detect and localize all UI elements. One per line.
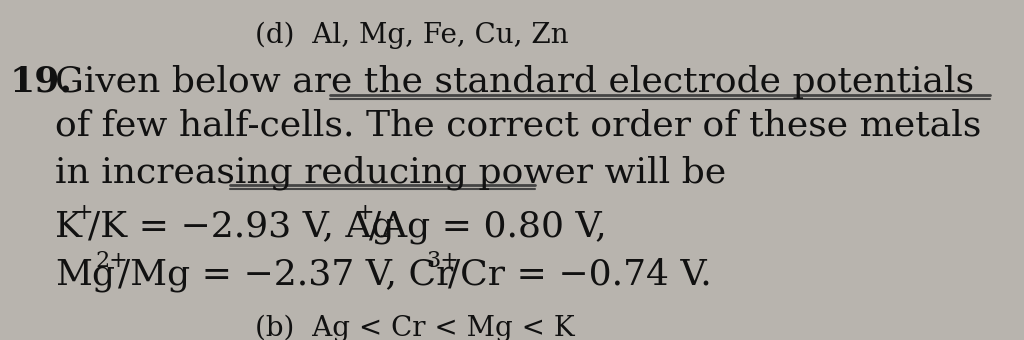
- Text: Given below are the standard electrode potentials: Given below are the standard electrode p…: [55, 65, 974, 99]
- Text: 2+: 2+: [95, 250, 128, 272]
- Text: Mg: Mg: [55, 258, 115, 292]
- Text: of few half-cells. The correct order of these metals: of few half-cells. The correct order of …: [55, 108, 981, 142]
- Text: /Mg = −2.37 V, Cr: /Mg = −2.37 V, Cr: [118, 258, 454, 292]
- Text: in increasing reducing power will be: in increasing reducing power will be: [55, 155, 726, 189]
- Text: /K = −2.93 V, Ag: /K = −2.93 V, Ag: [88, 210, 394, 244]
- Text: 3+: 3+: [426, 250, 459, 272]
- Text: +: +: [75, 202, 93, 224]
- Text: K: K: [55, 210, 82, 244]
- Text: (b)  Ag < Cr < Mg < K: (b) Ag < Cr < Mg < K: [255, 315, 574, 340]
- Text: 19.: 19.: [10, 65, 73, 99]
- Text: (d)  Al, Mg, Fe, Cu, Zn: (d) Al, Mg, Fe, Cu, Zn: [255, 22, 568, 49]
- Text: /Ag = 0.80 V,: /Ag = 0.80 V,: [369, 210, 607, 244]
- Text: /Cr = −0.74 V.: /Cr = −0.74 V.: [449, 258, 712, 292]
- Text: +: +: [356, 202, 375, 224]
